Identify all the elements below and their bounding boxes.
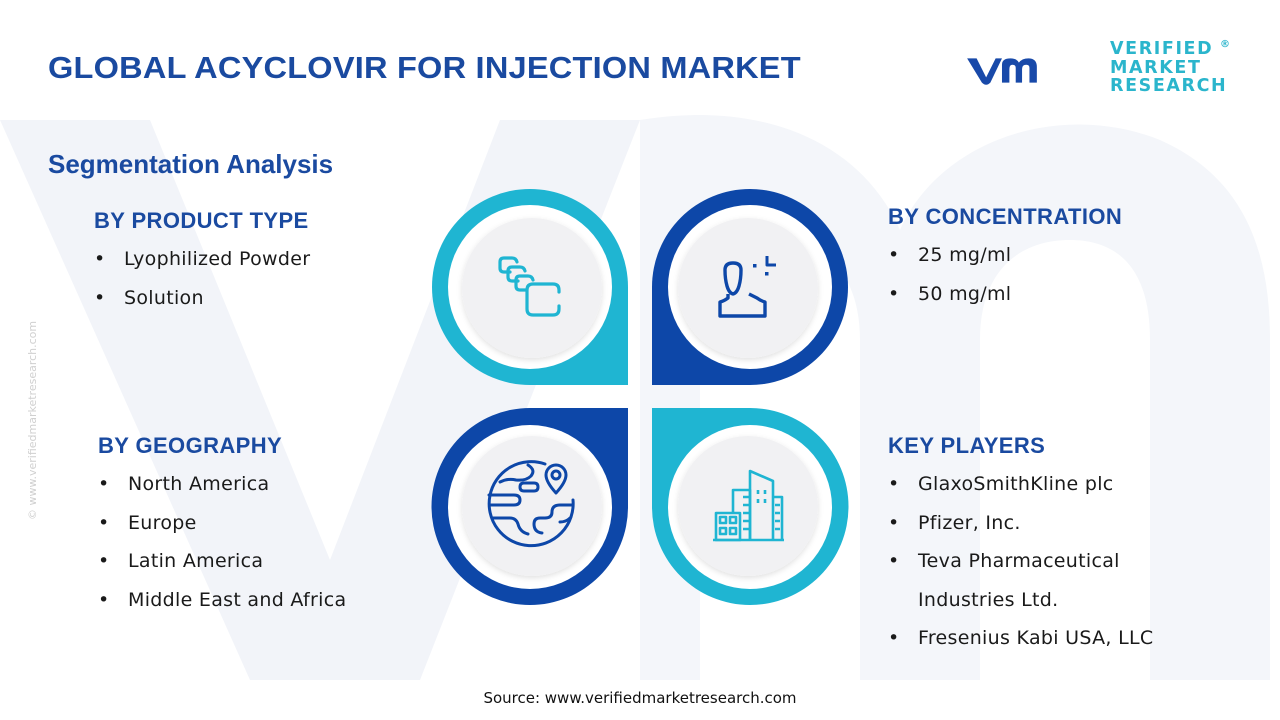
petal-geography	[431, 408, 628, 605]
segment-concentration: BY CONCENTRATION • 25 mg/ml • 50 mg/ml	[888, 204, 1122, 313]
bullet-icon: •	[888, 511, 900, 534]
vmr-logo-icon	[967, 58, 1037, 85]
registered-mark: ®	[1220, 39, 1230, 50]
list-item: • Solution	[94, 279, 310, 318]
list-item: • 25 mg/ml	[888, 236, 1122, 275]
bullet-icon: •	[888, 473, 900, 495]
bullet-icon: •	[98, 588, 110, 611]
list-item: • North America	[98, 465, 346, 504]
logo-line-2: MARKET	[1110, 57, 1202, 78]
list-item: • Europe	[98, 504, 346, 543]
bullet-icon: •	[888, 282, 900, 305]
list-item: • Latin America	[98, 542, 346, 581]
petal-concentration	[652, 189, 848, 385]
list-item: • Lyophilized Powder	[94, 240, 310, 279]
person-focus-icon	[718, 256, 776, 318]
segment-heading: BY PRODUCT TYPE	[94, 208, 309, 233]
segment-list: • Lyophilized Powder • Solution	[94, 240, 310, 317]
segment-key-players: KEY PLAYERS • GlaxoSmithKline plc • Pfizer…	[888, 433, 1153, 658]
city-buildings-icon	[713, 469, 784, 542]
bullet-icon: •	[888, 627, 900, 649]
segment-list: • 25 mg/ml • 50 mg/ml	[888, 236, 1122, 313]
source-caption: Source: www.verifiedmarketresearch.com	[483, 689, 797, 707]
list-item: • Fresenius Kabi USA, LLC	[888, 619, 1153, 658]
bullet-icon: •	[94, 286, 106, 309]
bullet-icon: •	[888, 244, 900, 266]
bullet-icon: •	[98, 511, 110, 534]
list-item: • Middle East and Africa	[98, 581, 346, 620]
stacked-vials-icon	[498, 256, 561, 317]
segment-heading: BY GEOGRAPHY	[98, 433, 283, 458]
bullet-icon: •	[98, 550, 110, 572]
logo-line-3: RESEARCH	[1110, 76, 1228, 96]
segment-list: • North America • Europe • Latin America • M…	[98, 465, 346, 619]
list-item: • Teva Pharmaceutical Industries Ltd.	[888, 542, 1153, 619]
page-title: GLOBAL ACYCLOVIR FOR INJECTION MARKET	[48, 50, 801, 85]
segment-heading: BY CONCENTRATION	[888, 204, 1123, 229]
bullet-icon: •	[888, 550, 900, 572]
bullet-icon: •	[94, 248, 106, 270]
bullet-icon: •	[98, 473, 110, 495]
list-item: • 50 mg/ml	[888, 275, 1122, 314]
petal-product-type	[432, 189, 628, 385]
segment-product-type: BY PRODUCT TYPE • Lyophilized Powder • Sol…	[94, 208, 310, 317]
logo-wordmark: VERIFIED MARKET RESEARCH ®	[1110, 39, 1230, 96]
globe-location-icon	[487, 460, 575, 548]
segment-list: • GlaxoSmithKline plc • Pfizer, Inc. • Teva…	[888, 465, 1153, 658]
list-item: • GlaxoSmithKline plc	[888, 465, 1153, 504]
segment-heading: KEY PLAYERS	[888, 433, 1046, 458]
list-item: • Pfizer, Inc.	[888, 504, 1153, 543]
logo-line-1: VERIFIED	[1110, 39, 1214, 59]
segment-geography: BY GEOGRAPHY • North America • Europe • Lat…	[98, 433, 346, 619]
section-subtitle: Segmentation Analysis	[48, 149, 334, 179]
